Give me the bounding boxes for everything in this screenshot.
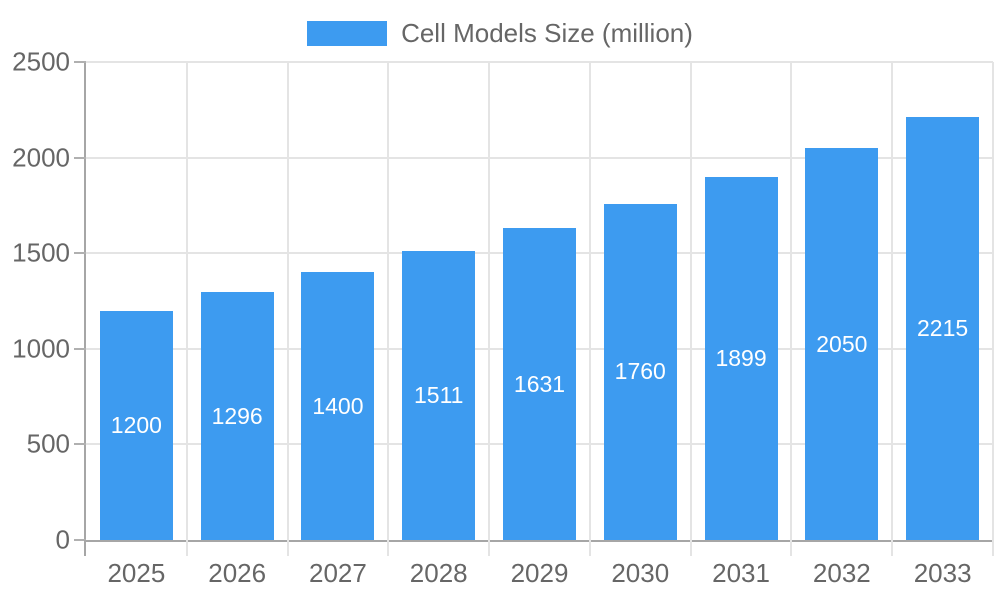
x-axis-tick [992,540,994,556]
y-axis-tick [74,443,86,446]
plot-area: 0 500 1000 1500 2000 2500 1200 2025 1296 2026 1400… [12,47,994,588]
v-gridline [387,62,390,540]
v-gridline [588,62,591,540]
x-axis-category-label: 2031 [712,558,770,588]
bar[interactable]: 1899 [704,176,778,540]
bar-value-label: 2050 [816,330,868,357]
legend[interactable]: Cell Models Size (million) [0,18,1000,48]
y-axis-tick [74,61,86,63]
bar-value-label: 1631 [513,370,566,397]
y-axis-tick-label: 500 [26,428,70,459]
v-gridline [689,62,692,540]
bar-value-label: 1400 [312,392,364,419]
x-axis-category-label: 2027 [309,558,367,588]
x-axis-tick [286,540,289,556]
legend-label[interactable]: Cell Models Size (million) [401,18,693,48]
x-axis-tick [790,540,793,556]
v-gridline [185,62,188,540]
y-axis-tick-label: 2500 [12,46,70,77]
bar[interactable]: 2215 [906,116,980,540]
h-gridline [86,61,993,63]
y-axis-tick-label: 0 [55,524,70,555]
bar-value-label: 1899 [715,344,767,371]
v-gridline [488,62,491,540]
bar-value-label: 1511 [413,382,464,409]
x-axis-category-label: 2030 [611,558,670,588]
v-gridline [992,62,994,540]
x-axis-tick [588,540,591,556]
bar[interactable]: 2050 [805,148,879,540]
x-axis-category-label: 2025 [107,558,166,588]
x-axis-tick [387,540,390,556]
x-axis-category-label: 2032 [812,558,871,588]
h-gridline [86,156,993,159]
v-gridline [286,62,289,540]
bar[interactable]: 1200 [99,310,173,540]
v-gridline [891,62,894,540]
x-axis-category-label: 2033 [913,558,972,588]
x-axis-tick [488,540,491,556]
y-axis-tick [74,252,86,255]
bar[interactable]: 1296 [200,292,274,540]
y-axis-tick [74,347,86,350]
x-axis-category-label: 2026 [208,558,267,588]
bar-value-label: 1296 [211,402,263,429]
x-axis-category-label: 2029 [510,558,569,588]
bar-value-label: 1200 [110,411,162,438]
bar[interactable]: 1760 [603,203,677,540]
v-gridline [790,62,793,540]
y-axis-tick-label: 1500 [12,237,70,268]
legend-swatch[interactable] [307,20,388,46]
y-axis-tick [74,539,86,541]
y-axis-tick-label: 2000 [12,142,70,173]
y-axis-tick-label: 1000 [12,333,70,364]
x-axis-tick [185,540,188,556]
bar-value-label: 1760 [614,358,666,385]
x-axis-tick [689,540,692,556]
bar[interactable]: 1511 [402,251,476,540]
bar-value-label: 2215 [917,314,969,341]
bar[interactable]: 1631 [503,228,576,540]
y-axis-tick [74,156,86,159]
x-axis-tick [891,540,894,556]
x-axis-category-label: 2028 [409,558,468,588]
y-axis-extension [84,540,86,556]
bar[interactable]: 1400 [301,272,375,540]
